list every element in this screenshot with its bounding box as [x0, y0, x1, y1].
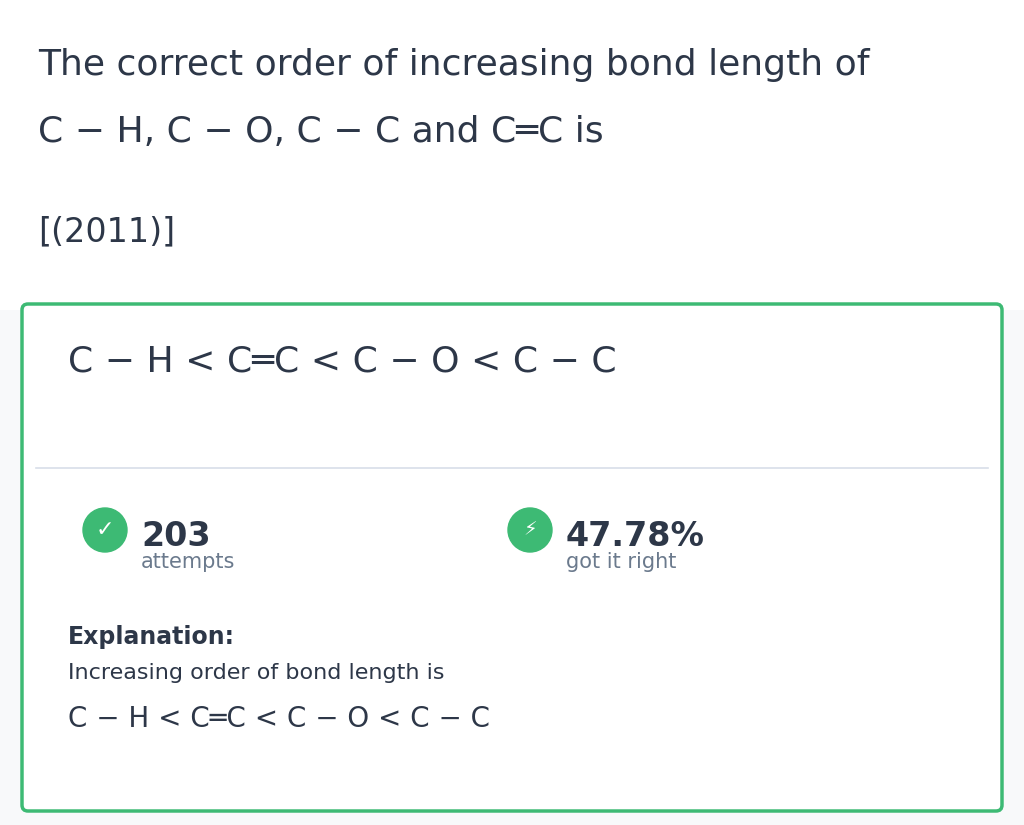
Circle shape [508, 508, 552, 552]
Text: C − H < C═C < C − O < C − C: C − H < C═C < C − O < C − C [68, 345, 616, 379]
Text: C − H, C − O, C − C and C═C is: C − H, C − O, C − C and C═C is [38, 115, 603, 149]
Text: attempts: attempts [141, 552, 236, 572]
FancyBboxPatch shape [0, 0, 1024, 310]
Text: got it right: got it right [566, 552, 677, 572]
Text: C − H < C═C < C − O < C − C: C − H < C═C < C − O < C − C [68, 705, 490, 733]
Text: Increasing order of bond length is: Increasing order of bond length is [68, 663, 444, 683]
Text: The correct order of increasing bond length of: The correct order of increasing bond len… [38, 48, 869, 82]
FancyBboxPatch shape [22, 304, 1002, 811]
Text: 47.78%: 47.78% [566, 520, 705, 553]
Text: Explanation:: Explanation: [68, 625, 234, 649]
Text: [(2011)]: [(2011)] [38, 215, 175, 248]
Text: ⚡: ⚡ [523, 521, 537, 540]
Text: 203: 203 [141, 520, 211, 553]
Circle shape [83, 508, 127, 552]
Text: ✓: ✓ [95, 520, 115, 540]
